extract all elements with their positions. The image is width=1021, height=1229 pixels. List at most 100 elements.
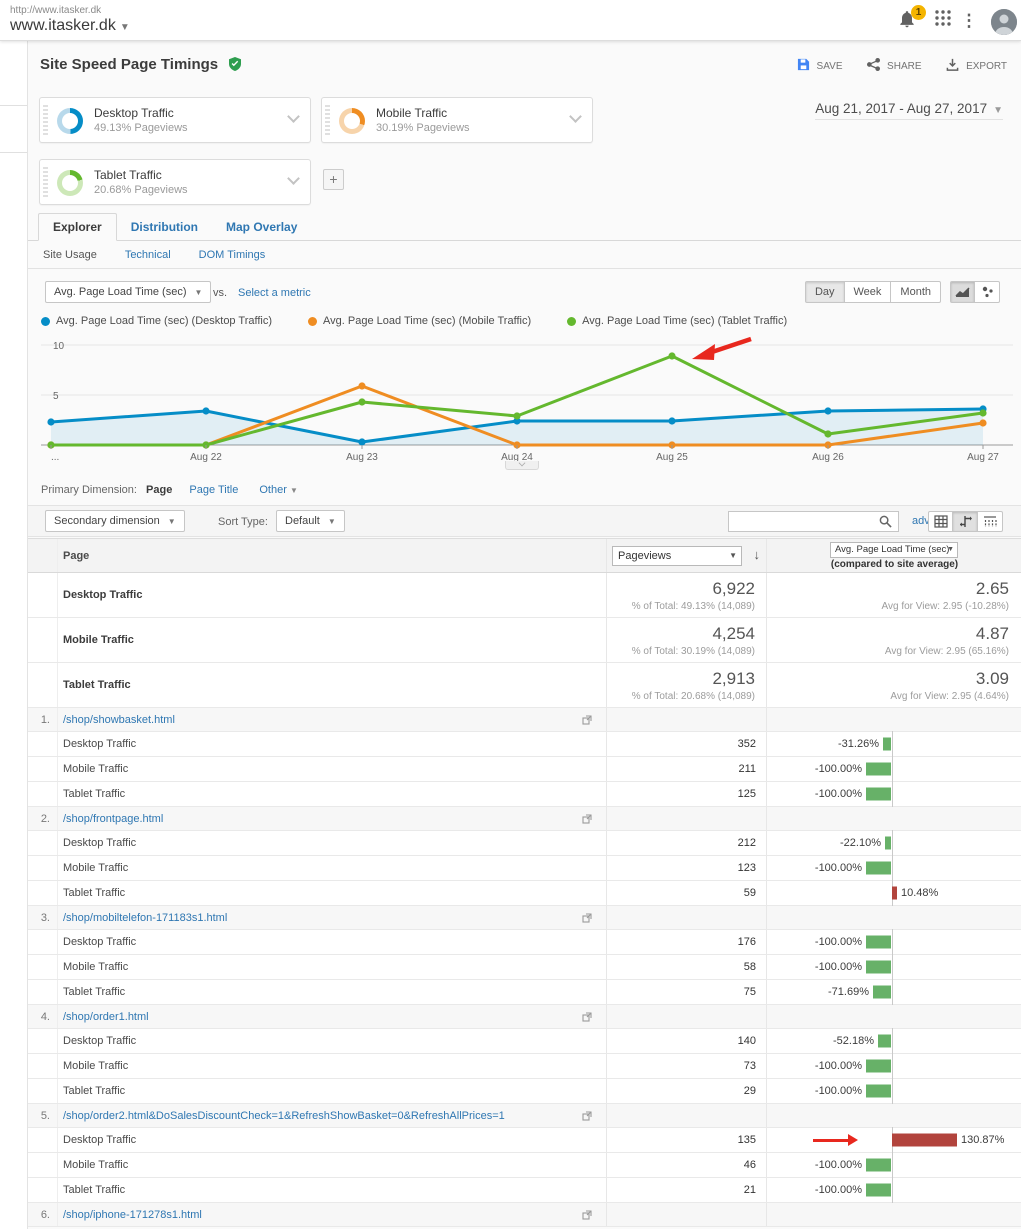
segment-label: Tablet Traffic (63, 986, 126, 998)
segment-label: Tablet Traffic (63, 1085, 126, 1097)
avg-load-time-column-select[interactable]: Avg. Page Load Time (sec) ▼ (830, 542, 958, 558)
chevron-down-icon[interactable] (287, 172, 300, 185)
page-link[interactable]: /shop/order2.html&DoSalesDiscountCheck=1… (63, 1109, 505, 1122)
comparison-axis (892, 1078, 893, 1104)
dimension-other[interactable]: Other ▼ (259, 484, 298, 496)
comparison-axis (892, 979, 893, 1005)
line-chart-icon[interactable] (950, 281, 975, 303)
pageviews-value: 59 (606, 881, 766, 905)
comparison-bar (892, 1133, 957, 1147)
comparison-axis (892, 1028, 893, 1054)
save-button[interactable]: SAVE (797, 58, 842, 72)
summary-row-desktop: Desktop Traffic 6,922% of Total: 49.13% … (28, 573, 1021, 618)
chevron-down-icon (518, 459, 526, 467)
segment-card-tablet[interactable]: Tablet Traffic 20.68% Pageviews (39, 159, 311, 205)
search-input[interactable] (728, 511, 874, 532)
segment-label: Mobile Traffic (63, 862, 129, 874)
comparison-axis (892, 756, 893, 782)
open-in-new-icon[interactable] (582, 1110, 592, 1121)
account-switcher[interactable]: www.itasker.dk ▼ (10, 17, 130, 35)
page-link[interactable]: /shop/mobiltelefon-171183s1.html (63, 911, 228, 924)
notifications-bell-icon[interactable]: 1 (895, 5, 926, 33)
chevron-down-icon[interactable] (287, 110, 300, 123)
motion-chart-icon[interactable] (975, 281, 1000, 303)
segment-label: Desktop Traffic (63, 1134, 137, 1146)
pageviews-value: 75 (606, 980, 766, 1004)
report-panel: Site Speed Page Timings SAVE SHARE EXPOR… (27, 41, 1021, 1229)
comparison-percent-label: -52.18% (833, 1035, 874, 1047)
day-button[interactable]: Day (804, 281, 845, 303)
dimension-page[interactable]: Page (146, 484, 173, 496)
open-in-new-icon[interactable] (582, 1011, 592, 1022)
chart-type-buttons (950, 281, 1000, 303)
more-options-icon[interactable]: ⋮ (960, 11, 978, 30)
svg-text:Aug 23: Aug 23 (346, 452, 378, 463)
page-link[interactable]: /shop/showbasket.html (63, 713, 175, 726)
segment-label: Mobile Traffic (63, 1159, 129, 1171)
comparison-cell: -100.00% (766, 929, 1021, 955)
subtab-dom-timings[interactable]: DOM Timings (198, 249, 266, 261)
chevron-down-icon[interactable] (569, 110, 582, 123)
row-index: 4. (28, 1005, 58, 1028)
segment-label: Desktop Traffic (63, 1035, 137, 1047)
sort-type-dropdown[interactable]: Default ▼ (276, 510, 345, 532)
metric-dropdown[interactable]: Avg. Page Load Time (sec) ▼ (45, 281, 212, 303)
comparison-axis (892, 1177, 893, 1203)
svg-text:Aug 25: Aug 25 (656, 452, 688, 463)
data-table: Page Pageviews ▼ ↓ Avg. Page Load Time (s… (28, 538, 1021, 1227)
report-tabs: Explorer Distribution Map Overlay (28, 213, 1021, 241)
subtab-site-usage[interactable]: Site Usage (43, 249, 97, 261)
add-segment-button[interactable]: + (323, 169, 344, 190)
page-link[interactable]: /shop/frontpage.html (63, 812, 164, 825)
vs-label: vs. (213, 287, 228, 299)
sort-type-label: Sort Type: (218, 516, 268, 528)
table-toolbar: Secondary dimension ▼ Sort Type: Default ▼… (28, 505, 1021, 537)
open-in-new-icon[interactable] (582, 714, 592, 725)
account-name: www.itasker.dk (10, 17, 116, 34)
pageviews-value: 125 (606, 782, 766, 806)
comparison-view-icon[interactable] (953, 511, 978, 532)
svg-text:Aug 26: Aug 26 (812, 452, 844, 463)
segment-label: Desktop Traffic (63, 837, 137, 849)
segment-data-row: Desktop Traffic 140 -52.18% (28, 1028, 1021, 1054)
data-table-view-icon[interactable] (928, 511, 953, 532)
pageviews-total: 4,254 (712, 623, 755, 643)
tab-map-overlay[interactable]: Map Overlay (226, 220, 298, 234)
date-range-picker[interactable]: Aug 21, 2017 - Aug 27, 2017 ▼ (815, 101, 1003, 120)
secondary-dimension-button[interactable]: Secondary dimension ▼ (45, 510, 185, 532)
share-button[interactable]: SHARE (867, 58, 922, 72)
open-in-new-icon[interactable] (582, 912, 592, 923)
page-link[interactable]: /shop/iphone-171278s1.html (63, 1208, 202, 1221)
comparison-bar (885, 836, 891, 850)
open-in-new-icon[interactable] (582, 1209, 592, 1220)
top-bar: http://www.itasker.dk www.itasker.dk ▼ 1 … (0, 0, 1021, 41)
dimension-page-title[interactable]: Page Title (189, 484, 239, 496)
primary-dimension-bar: Primary Dimension: Page Page Title Other… (41, 484, 316, 496)
open-in-new-icon[interactable] (582, 813, 592, 824)
segment-label: Mobile Traffic (63, 1060, 129, 1072)
segment-card-mobile[interactable]: Mobile Traffic 30.19% Pageviews (321, 97, 593, 143)
chart-collapse-handle[interactable] (505, 459, 539, 470)
comparison-bar (883, 737, 891, 751)
tab-distribution[interactable]: Distribution (130, 220, 199, 234)
segment-card-desktop[interactable]: Desktop Traffic 49.13% Pageviews (39, 97, 311, 143)
apps-grid-icon[interactable] (931, 9, 955, 33)
segment-data-row: Desktop Traffic 212 -22.10% (28, 830, 1021, 856)
week-button[interactable]: Week (844, 281, 892, 303)
avatar[interactable] (991, 9, 1017, 35)
export-button[interactable]: EXPORT (946, 58, 1007, 72)
legend-dot-tablet (567, 316, 577, 326)
tab-explorer[interactable]: Explorer (38, 213, 117, 241)
pivot-view-icon[interactable] (978, 511, 1003, 532)
share-icon (867, 58, 881, 71)
comparison-cell: -100.00% (766, 781, 1021, 807)
search-icon[interactable] (873, 511, 899, 532)
comparison-bar (866, 1084, 891, 1098)
subtab-technical[interactable]: Technical (124, 249, 171, 261)
pageviews-total: 2,913 (712, 668, 755, 688)
select-a-metric-link[interactable]: Select a metric (238, 287, 311, 299)
pageviews-column-select[interactable]: Pageviews ▼ (612, 546, 742, 566)
month-button[interactable]: Month (891, 281, 941, 303)
page-link[interactable]: /shop/order1.html (63, 1010, 149, 1023)
sort-descending-icon[interactable]: ↓ (753, 547, 761, 562)
